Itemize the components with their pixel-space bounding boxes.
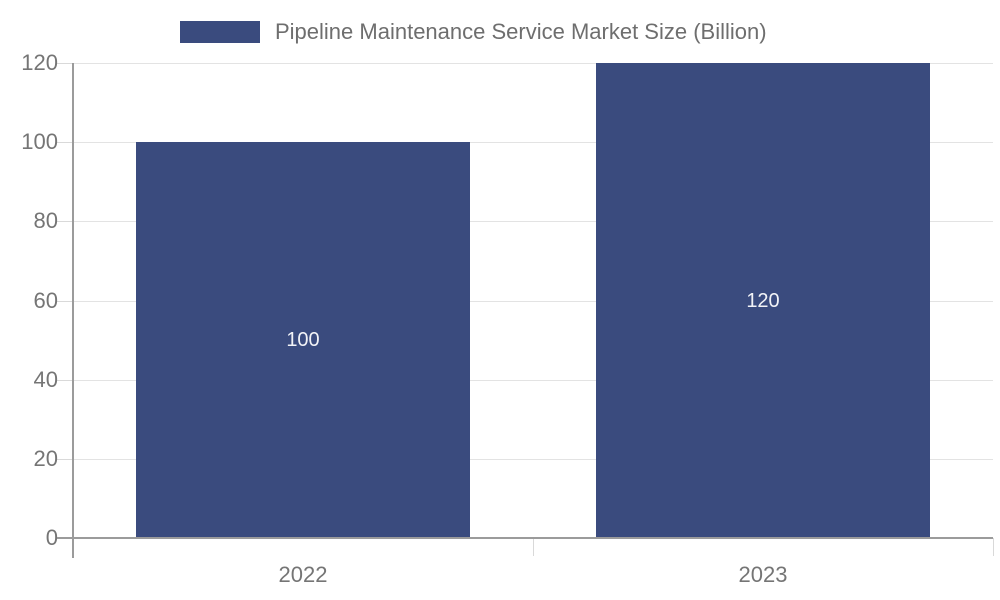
legend-label: Pipeline Maintenance Service Market Size… — [275, 19, 767, 44]
bar-value-label: 100 — [286, 329, 320, 351]
y-tick-label: 40 — [33, 367, 58, 392]
x-tick-label: 2022 — [278, 562, 328, 587]
y-tick-label: 0 — [45, 525, 58, 550]
gridline — [73, 221, 993, 222]
bar-2022 — [136, 142, 470, 538]
y-tick-mark — [57, 380, 73, 381]
x-tick-mark — [993, 538, 994, 556]
legend-swatch — [180, 21, 260, 43]
x-tick-mark — [533, 538, 534, 556]
gridline — [73, 459, 993, 460]
y-tick-mark — [57, 63, 73, 64]
y-axis-line — [72, 63, 74, 558]
x-axis-line — [57, 537, 993, 539]
bar-value-label: 120 — [746, 290, 780, 312]
gridline — [73, 142, 993, 143]
y-tick-label: 100 — [21, 129, 58, 154]
bar-2023 — [596, 63, 930, 538]
x-tick-label: 2023 — [738, 562, 788, 587]
gridline — [73, 380, 993, 381]
y-tick-mark — [57, 459, 73, 460]
y-tick-mark — [57, 301, 73, 302]
legend: Pipeline Maintenance Service Market Size… — [180, 17, 767, 47]
y-tick-label: 80 — [33, 208, 58, 233]
y-tick-label: 20 — [33, 446, 58, 471]
y-tick-label: 120 — [21, 50, 58, 75]
y-tick-mark — [57, 221, 73, 222]
y-tick-label: 60 — [33, 288, 58, 313]
gridline — [73, 301, 993, 302]
y-tick-mark — [57, 142, 73, 143]
gridline — [73, 63, 993, 64]
